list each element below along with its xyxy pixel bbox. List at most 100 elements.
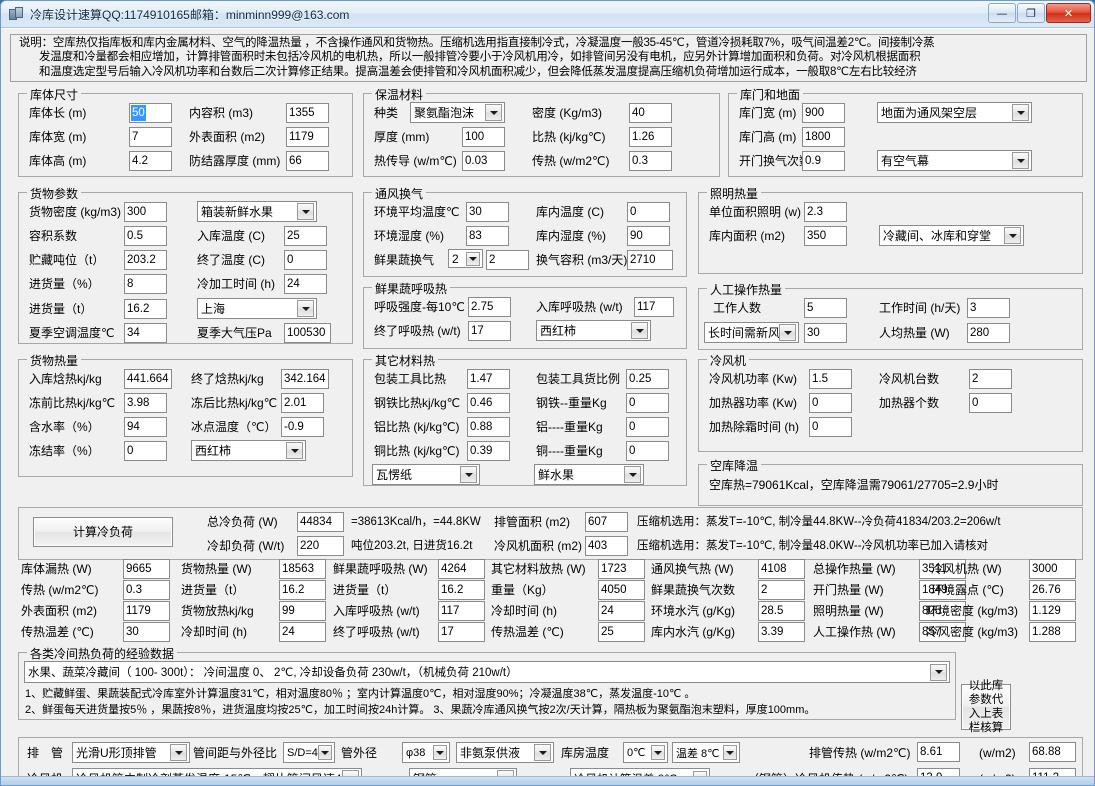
input-pipe-heat-flux[interactable]: [1029, 742, 1076, 762]
combo-insulation-type[interactable]: 聚氨酯泡沫: [410, 102, 505, 123]
input-cooler-power[interactable]: [809, 369, 852, 389]
input-worker-count[interactable]: [804, 298, 847, 318]
input-heat-transfer[interactable]: [629, 151, 672, 171]
chevron-down-icon[interactable]: [170, 744, 187, 761]
input-result[interactable]: [758, 580, 805, 600]
input-result[interactable]: [438, 580, 485, 600]
input-produce-air-change[interactable]: [486, 250, 529, 270]
input-lighting-per-area[interactable]: [804, 202, 847, 222]
input-result[interactable]: [598, 580, 645, 600]
input-final-enthalpy[interactable]: [281, 369, 329, 389]
chevron-down-icon[interactable]: [1012, 152, 1029, 169]
input-freezing-point[interactable]: [281, 417, 324, 437]
input-packaging-ratio[interactable]: [626, 369, 669, 389]
chevron-down-icon[interactable]: [930, 663, 947, 681]
combo-air-curtain[interactable]: 有空气幕: [877, 150, 1032, 171]
input-result[interactable]: [1029, 559, 1076, 579]
input-postfreeze-specific-heat[interactable]: [281, 393, 324, 413]
input-result[interactable]: [919, 601, 966, 621]
input-result[interactable]: [1029, 622, 1076, 642]
combo-experience-preset[interactable]: 水果、蔬菜冷藏间（ 100- 300t）： 冷间温度 0、 2℃, 冷却设备负荷…: [24, 661, 950, 683]
chevron-down-icon[interactable]: [723, 745, 737, 760]
input-inbound-respiration[interactable]: [634, 297, 674, 317]
input-result[interactable]: [1029, 601, 1076, 621]
chevron-down-icon[interactable]: [318, 745, 332, 760]
input-final-respiration[interactable]: [468, 321, 511, 341]
input-freeze-rate[interactable]: [124, 441, 167, 461]
combo-packaging-material[interactable]: 瓦愣纸: [372, 464, 480, 485]
input-total-load[interactable]: [297, 512, 344, 532]
input-final-temperature[interactable]: [284, 250, 327, 270]
input-steel-weight[interactable]: [626, 393, 669, 413]
input-air-change-volume[interactable]: [627, 250, 673, 270]
maximize-button[interactable]: ❐: [1017, 3, 1045, 23]
input-summer-pressure[interactable]: [284, 323, 331, 343]
combo-produce-type[interactable]: 西红柿: [191, 440, 306, 461]
input-room-area[interactable]: [804, 226, 847, 246]
input-specific-heat[interactable]: [629, 127, 672, 147]
input-ambient-humidity[interactable]: [466, 226, 509, 246]
input-result[interactable]: [598, 601, 645, 621]
combo-pipe-diameter[interactable]: φ38: [402, 742, 450, 763]
input-result[interactable]: [1029, 580, 1076, 600]
combo-fresh-air-mode[interactable]: 长时间需新风: [704, 322, 799, 343]
input-inbound-percent[interactable]: [124, 274, 167, 294]
input-copper-weight[interactable]: [626, 441, 669, 461]
chevron-down-icon[interactable]: [1004, 227, 1021, 244]
chevron-down-icon[interactable]: [297, 300, 314, 317]
input-result[interactable]: [279, 622, 326, 642]
close-button[interactable]: ✕: [1046, 3, 1091, 23]
chevron-down-icon[interactable]: [433, 745, 447, 760]
input-fresh-air-value[interactable]: [804, 323, 847, 343]
input-result[interactable]: [598, 622, 645, 642]
calculate-load-button[interactable]: 计算冷负荷: [33, 517, 173, 547]
input-cooler-count[interactable]: [969, 369, 1012, 389]
combo-liquid-supply[interactable]: 非氨泵供液: [456, 742, 554, 763]
input-result[interactable]: [758, 559, 805, 579]
input-inbound-tons[interactable]: [124, 299, 167, 319]
combo-temp-difference[interactable]: 温差 8℃: [672, 742, 740, 763]
input-aluminum-weight[interactable]: [626, 417, 669, 437]
input-result[interactable]: [438, 559, 485, 579]
combo-room-type[interactable]: 冷藏间、冰库和穿堂: [879, 225, 1024, 246]
input-result[interactable]: [919, 559, 966, 579]
input-result[interactable]: [919, 622, 966, 642]
chevron-down-icon[interactable]: [466, 251, 480, 266]
chevron-down-icon[interactable]: [631, 322, 648, 339]
combo-cargo-type[interactable]: 箱装新鲜水果: [197, 201, 317, 222]
input-result[interactable]: [123, 580, 170, 600]
input-result[interactable]: [279, 580, 326, 600]
combo-room-temperature[interactable]: 0℃: [623, 742, 668, 763]
input-defrost-time[interactable]: [809, 417, 852, 437]
input-door-width[interactable]: [802, 103, 845, 123]
chevron-down-icon[interactable]: [485, 104, 502, 121]
input-volume-coefficient[interactable]: [124, 226, 167, 246]
input-density[interactable]: [629, 103, 672, 123]
apply-parameters-button[interactable]: 以此库参数代入上表栏核算: [961, 680, 1011, 734]
input-result[interactable]: [123, 559, 170, 579]
chevron-down-icon[interactable]: [460, 466, 477, 483]
input-door-air-changes[interactable]: [802, 151, 845, 171]
chevron-down-icon[interactable]: [1012, 104, 1029, 121]
input-pipe-area[interactable]: [585, 512, 628, 532]
input-moisture-content[interactable]: [124, 417, 167, 437]
input-result[interactable]: [758, 622, 805, 642]
chevron-down-icon[interactable]: [534, 744, 551, 761]
chevron-down-icon[interactable]: [297, 203, 314, 220]
input-packaging-specific-heat[interactable]: [467, 369, 510, 389]
input-volume[interactable]: [286, 103, 329, 123]
input-insulation-thickness[interactable]: [462, 127, 505, 147]
input-result[interactable]: [438, 601, 485, 621]
input-heater-power[interactable]: [809, 393, 852, 413]
input-result[interactable]: [598, 559, 645, 579]
input-copper-specific-heat[interactable]: [467, 441, 510, 461]
input-ambient-avg-temp[interactable]: [466, 202, 509, 222]
input-door-height[interactable]: [802, 127, 845, 147]
combo-produce-type[interactable]: 西红柿: [536, 320, 651, 341]
input-respiration-intensity[interactable]: [468, 297, 511, 317]
chevron-down-icon[interactable]: [651, 745, 665, 760]
chevron-down-icon[interactable]: [779, 324, 796, 341]
input-room-humidity[interactable]: [627, 226, 670, 246]
input-cooling-time[interactable]: [284, 274, 327, 294]
input-heat-per-person[interactable]: [967, 323, 1010, 343]
